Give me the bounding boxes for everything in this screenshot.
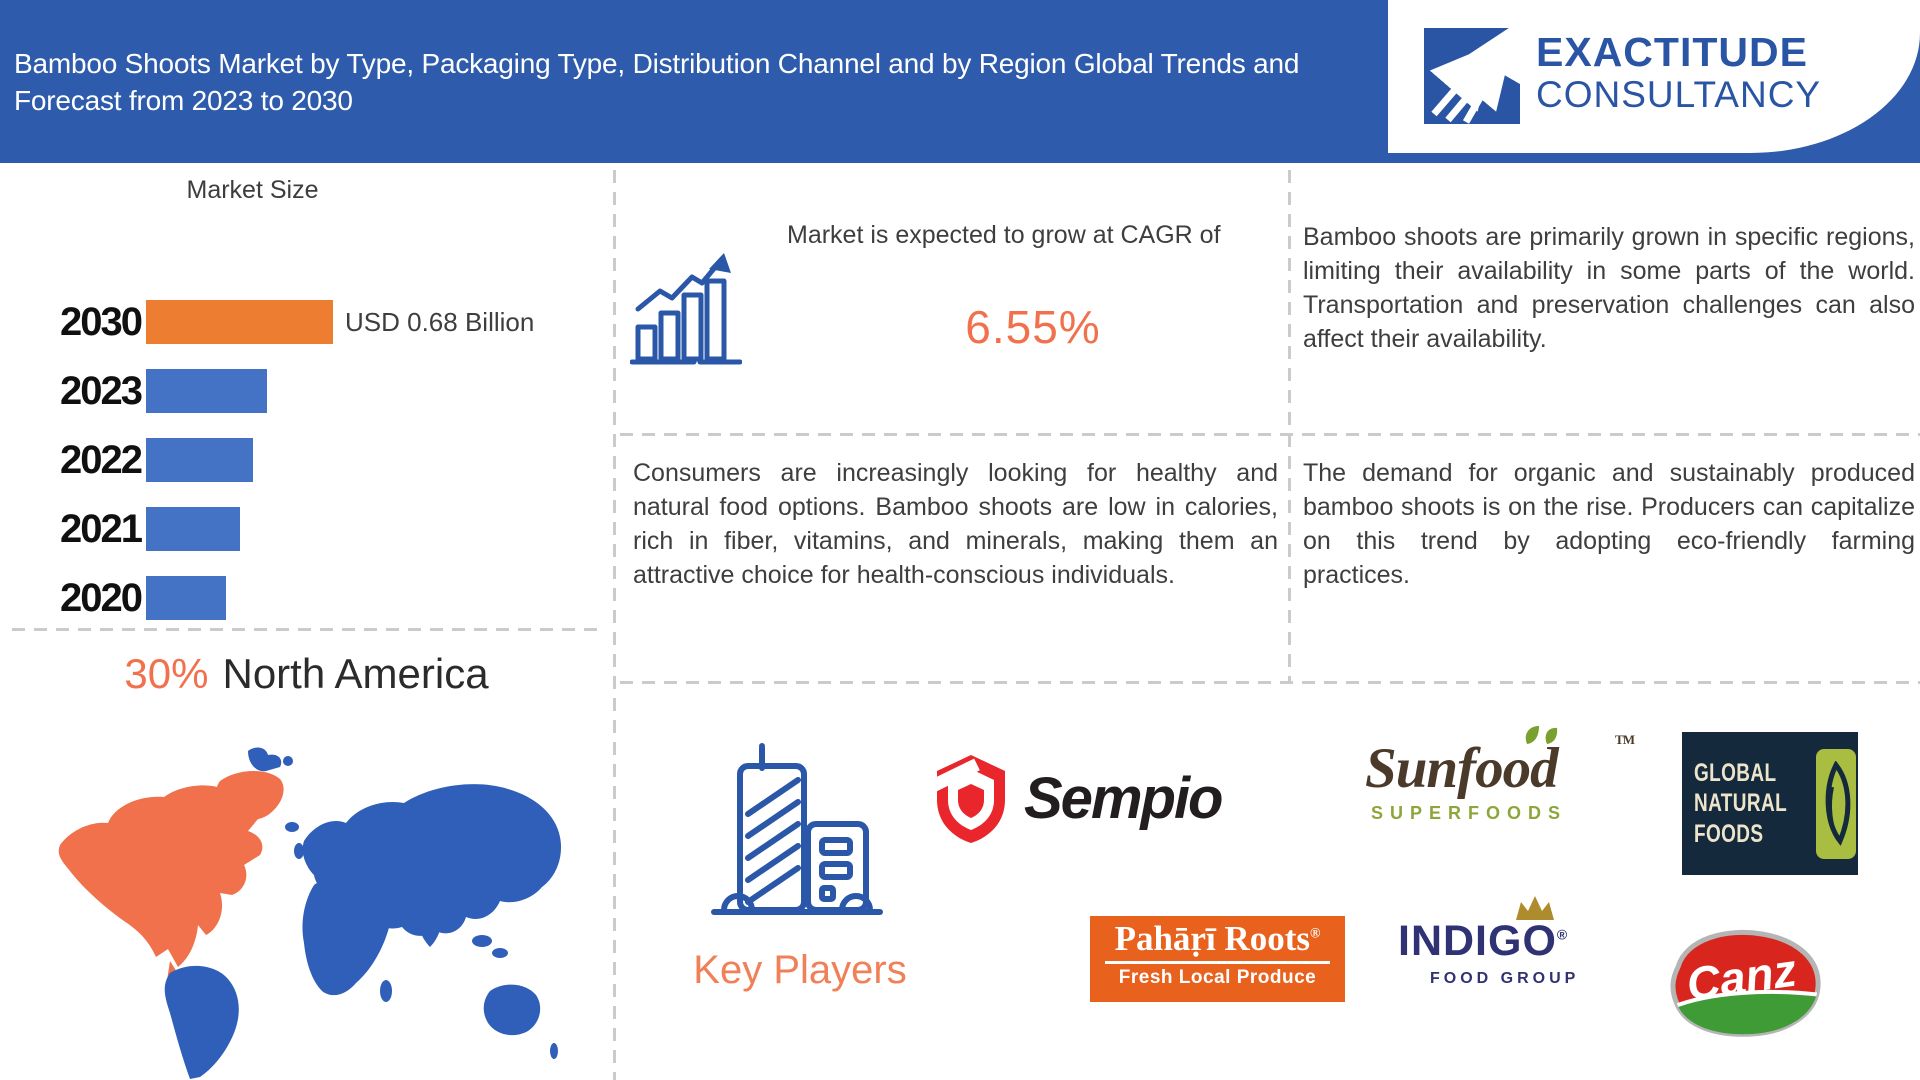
bar-value-label: USD 0.68 Billion — [345, 306, 535, 337]
growth-chart-icon — [630, 253, 742, 365]
insight-consumers: Consumers are increasingly looking for h… — [633, 459, 1278, 589]
region-name: North America — [222, 650, 489, 697]
gnf-wordmark: GLOBAL NATURAL FOODS — [1694, 758, 1788, 848]
indigo-crown-icon — [1516, 896, 1554, 920]
bar — [146, 300, 333, 344]
bar-year-label: 2023 — [60, 369, 143, 413]
divider-horizontal-row2 — [620, 681, 1920, 684]
brand-name-line2: CONSULTANCY — [1536, 74, 1822, 116]
bar — [146, 507, 240, 551]
bar-row: 2023 — [0, 369, 613, 413]
market-size-chart: 2030 USD 0.68 Billion 2023 2022 2021 2020 — [0, 300, 613, 645]
map-other-continents — [164, 747, 562, 1079]
brand-name-line1: EXACTITUDE — [1536, 29, 1808, 75]
pahari-wordmark: Pahāṛī Roots® — [1114, 919, 1321, 958]
pahari-registered-mark: ® — [1309, 926, 1321, 942]
divider-horizontal-row1 — [620, 433, 1920, 436]
indigo-registered-mark: ® — [1556, 926, 1569, 943]
indigo-subtitle: FOOD GROUP — [1430, 970, 1580, 987]
gnf-leaf-icon — [1826, 760, 1851, 846]
logo-canz: Canz — [1670, 929, 1821, 1037]
pahari-divider — [1105, 960, 1330, 964]
logo-sempio: Sempio — [930, 752, 1223, 844]
sunfood-subtitle: SUPERFOODS — [1371, 803, 1568, 823]
divider-vertical-left — [613, 170, 616, 1080]
logo-sunfood: Sunfood TM SUPERFOODS — [1365, 726, 1635, 824]
bar — [146, 369, 267, 413]
bar-year-label: 2021 — [60, 507, 143, 551]
insight-availability: Bamboo shoots are primarily grown in spe… — [1303, 223, 1915, 353]
logo-global-natural-foods: GLOBAL NATURAL FOODS — [1682, 732, 1858, 875]
brand-logo: EXACTITUDE CONSULTANCY — [1388, 0, 1920, 153]
region-share-value: 30% — [124, 650, 209, 697]
sunfood-leaf-icon — [1525, 726, 1558, 744]
exactitude-arrows-icon — [1424, 28, 1520, 124]
cagr-value: 6.55% — [965, 301, 1101, 353]
gnf-leaf-tile — [1816, 748, 1857, 859]
bar-year-label: 2030 — [60, 300, 143, 344]
divider-horizontal-left — [12, 628, 604, 631]
header-band: Bamboo Shoots Market by Type, Packaging … — [0, 0, 1920, 163]
bar-year-label: 2020 — [60, 576, 143, 620]
page-title: Bamboo Shoots Market by Type, Packaging … — [14, 48, 1300, 116]
world-map — [58, 747, 562, 1079]
bar — [146, 438, 253, 482]
sempio-shield-icon — [930, 755, 1005, 843]
map-north-america — [58, 770, 284, 1003]
chart-title: Market Size — [186, 176, 319, 204]
bar-row: 2021 — [0, 507, 613, 551]
buildings-icon — [711, 743, 883, 915]
insight-organic: The demand for organic and sustainably p… — [1303, 459, 1915, 589]
bar-row: 2022 — [0, 438, 613, 482]
region-share-line: 30% North America — [0, 650, 613, 698]
bar-row: 2020 — [0, 576, 613, 620]
key-players-heading: Key Players — [693, 948, 907, 992]
bar-year-label: 2022 — [60, 438, 143, 482]
divider-vertical-right — [1288, 170, 1291, 681]
bar — [146, 576, 226, 620]
pahari-tagline: Fresh Local Produce — [1118, 966, 1317, 988]
sempio-wordmark: Sempio — [1024, 765, 1223, 831]
sunfood-wordmark: Sunfood TM — [1365, 726, 1635, 801]
sunfood-tm-mark: TM — [1615, 732, 1635, 747]
cagr-lead-text: Market is expected to grow at CAGR of — [787, 221, 1221, 249]
indigo-wordmark: INDIGO® — [1398, 917, 1569, 965]
bar-row: 2030 USD 0.68 Billion — [0, 300, 613, 344]
logo-pahari-roots: Pahāṛī Roots® Fresh Local Produce — [1090, 916, 1345, 1002]
brand-logo-text: EXACTITUDE CONSULTANCY — [1536, 29, 1822, 116]
logo-indigo-food-group: INDIGO® FOOD GROUP — [1398, 896, 1583, 988]
